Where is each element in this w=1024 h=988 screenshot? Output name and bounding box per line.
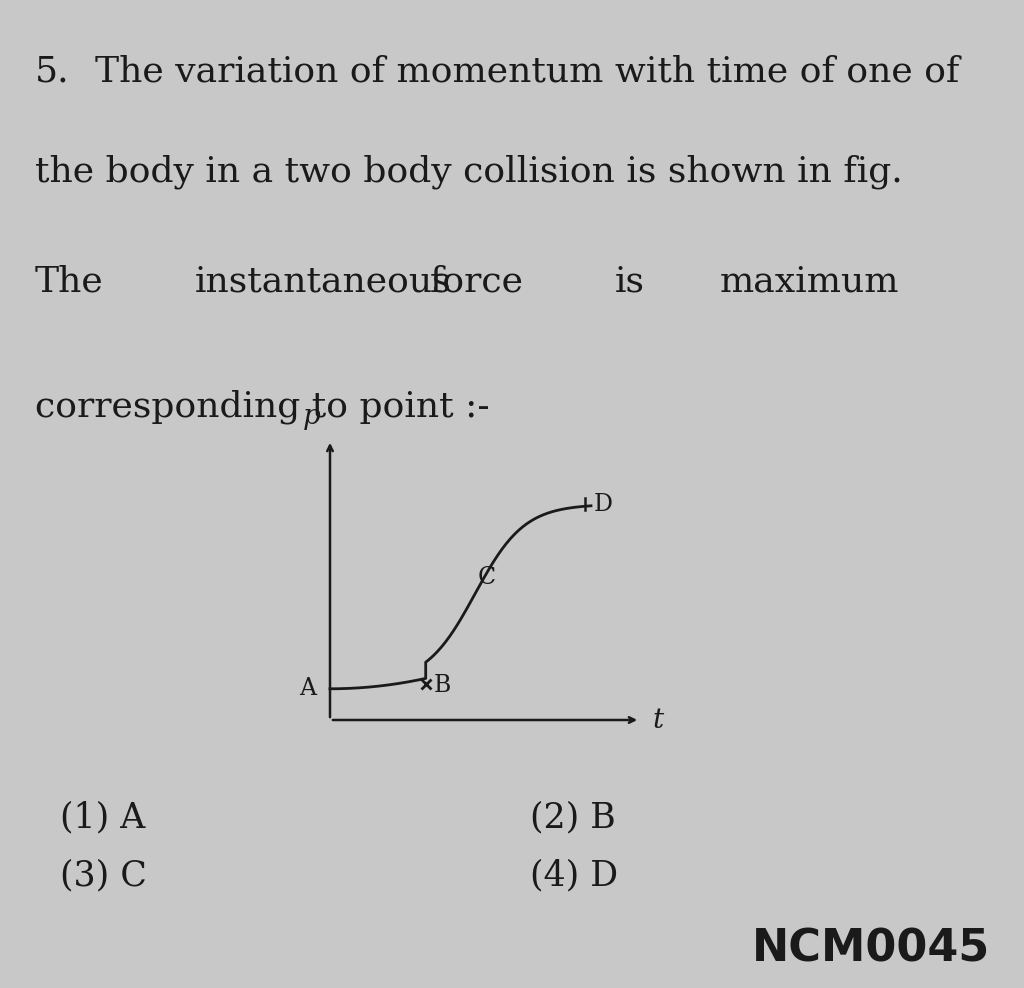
Text: (2) B: (2) B bbox=[530, 800, 615, 834]
Text: NCM0045: NCM0045 bbox=[752, 927, 990, 970]
Text: force: force bbox=[430, 265, 524, 299]
Text: (4) D: (4) D bbox=[530, 858, 618, 892]
Text: is: is bbox=[615, 265, 645, 299]
Text: corresponding to point :-: corresponding to point :- bbox=[35, 390, 489, 425]
Text: D: D bbox=[593, 493, 612, 516]
Text: 5.: 5. bbox=[35, 55, 70, 89]
Text: the body in a two body collision is shown in fig.: the body in a two body collision is show… bbox=[35, 155, 903, 190]
Text: (3) C: (3) C bbox=[60, 858, 146, 892]
Text: t: t bbox=[652, 706, 664, 733]
Text: (1) A: (1) A bbox=[60, 800, 145, 834]
Text: C: C bbox=[477, 565, 496, 589]
Text: instantaneous: instantaneous bbox=[195, 265, 452, 299]
Text: maximum: maximum bbox=[720, 265, 899, 299]
Text: B: B bbox=[434, 674, 452, 698]
Text: The variation of momentum with time of one of: The variation of momentum with time of o… bbox=[95, 55, 959, 89]
Text: A: A bbox=[299, 678, 316, 700]
Text: p: p bbox=[303, 403, 321, 430]
Text: The: The bbox=[35, 265, 103, 299]
